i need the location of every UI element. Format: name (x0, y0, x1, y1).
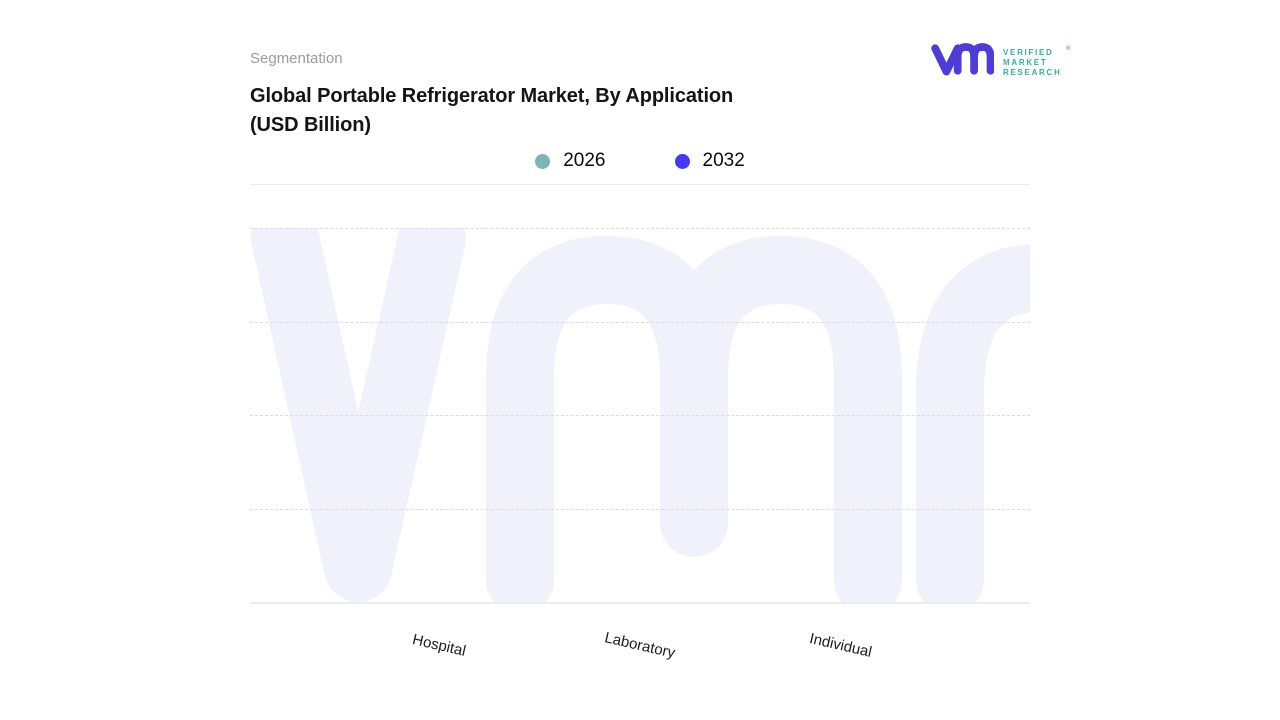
logo-word-research: RESEARCH (1003, 67, 1062, 77)
legend-dot-2032 (674, 153, 690, 169)
vmr-logo-wordmark: VERIFIED MARKET RESEARCH ® (1003, 45, 1071, 77)
vmr-watermark (251, 228, 1030, 603)
x-axis-labels: Hospital Laboratory Individual (250, 604, 1030, 662)
x-axis-line (250, 602, 1030, 604)
vmr-logo: VERIFIED MARKET RESEARCH ® (930, 40, 1071, 84)
logo-word-market: MARKET (1003, 57, 1048, 67)
legend-label-2026: 2026 (563, 150, 606, 171)
x-label-laboratory: Laboratory (603, 629, 677, 662)
vmr-logo-mark-icon (930, 40, 995, 84)
chart-title-line1: Global Portable Refrigerator Market, By … (250, 85, 734, 107)
legend-dot-2026 (535, 153, 551, 169)
gridline-100 (250, 228, 1030, 229)
header-separator-line (250, 184, 1030, 185)
registered-trademark-symbol: ® (1066, 45, 1071, 52)
x-label-cell-hospital: Hospital (388, 604, 491, 660)
eyebrow-segmentation: Segmentation (250, 50, 343, 67)
legend-item-2026[interactable]: 2026 (535, 150, 606, 172)
gridline-50 (250, 415, 1030, 416)
page-title: Global Portable Refrigerator Market, By … (250, 82, 733, 140)
chart-legend: 2026 2032 (250, 147, 1030, 175)
bar-chart-plot-area (250, 228, 1030, 603)
x-label-cell-laboratory: Laboratory (589, 604, 692, 662)
logo-word-verified: VERIFIED (1003, 47, 1054, 57)
legend-item-2032[interactable]: 2032 (674, 150, 745, 172)
bar-series-container (250, 228, 1030, 603)
legend-label-2032: 2032 (702, 150, 745, 171)
gridline-75 (250, 322, 1030, 323)
x-label-individual: Individual (808, 630, 874, 661)
gridline-25 (250, 509, 1030, 510)
x-label-hospital: Hospital (410, 631, 468, 660)
x-label-cell-individual: Individual (790, 604, 893, 661)
chart-title-line2: (USD Billion) (250, 114, 371, 136)
